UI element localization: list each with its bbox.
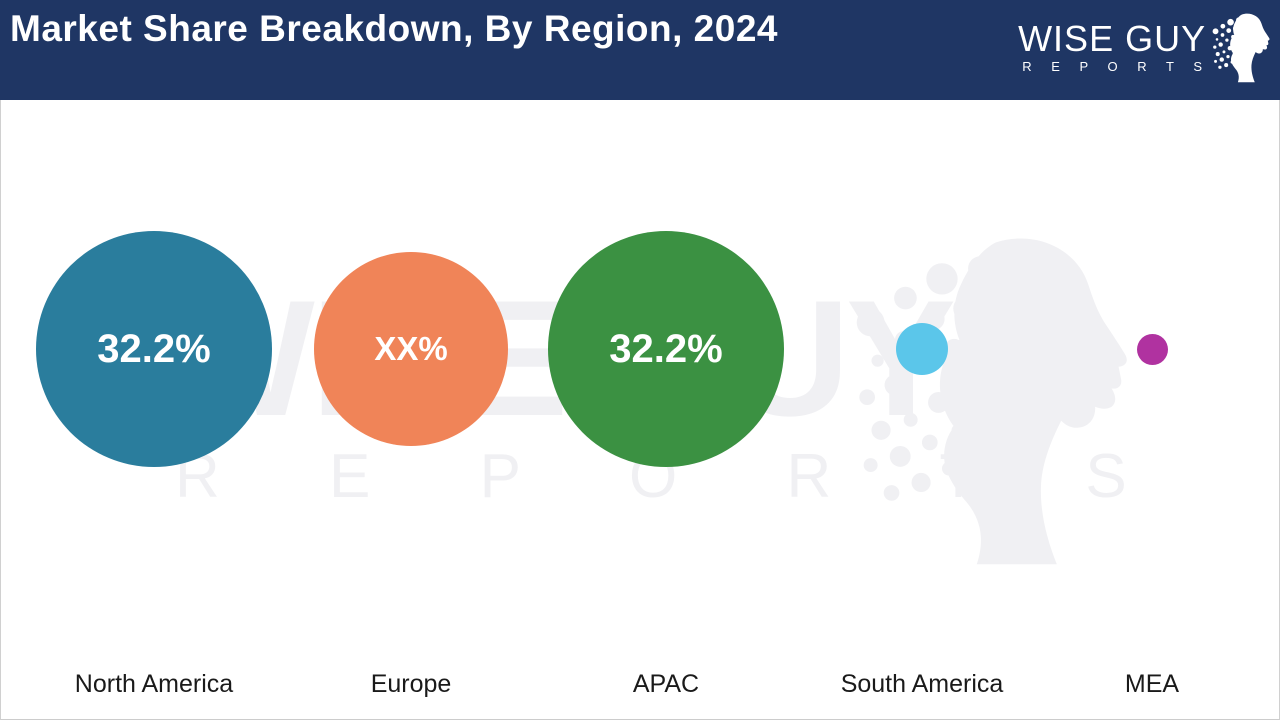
- category-label-apac: APAC: [632, 670, 700, 698]
- header-bar: Market Share Breakdown, By Region, 2024 …: [0, 0, 1280, 100]
- category-label-south-america: South America: [840, 670, 1004, 698]
- watermark-head-icon: [796, 218, 1168, 566]
- category-label-north-america: North America: [74, 670, 234, 698]
- wiseguy-logo: WISE GUY R E P O R T S: [1014, 0, 1280, 84]
- bubble-value-label: 32.2%: [97, 326, 211, 371]
- bubble-chart: WISE GUY R E P O R T S 32.2% XX% 32.2% N…: [0, 100, 1280, 720]
- bubble-value-label: XX%: [374, 330, 448, 367]
- bubble-europe: XX%: [314, 252, 508, 446]
- logo-wordmark-line2: R E P O R T S: [1022, 59, 1210, 75]
- bubble-value-label: 32.2%: [609, 326, 723, 371]
- bubble-apac: 32.2%: [548, 231, 784, 467]
- wiseguy-head-icon: [1206, 8, 1272, 84]
- bubble-mea: [1136, 333, 1168, 365]
- category-label-europe: Europe: [370, 670, 452, 698]
- bubble-south-america: [896, 323, 948, 375]
- category-label-mea: MEA: [1124, 670, 1180, 698]
- bubble-north-america: 32.2%: [36, 231, 272, 467]
- logo-wordmark-line1: WISE GUY: [1018, 17, 1207, 59]
- logo-wordmark: WISE GUY R E P O R T S: [1014, 17, 1210, 75]
- page-title: Market Share Breakdown, By Region, 2024: [10, 8, 778, 49]
